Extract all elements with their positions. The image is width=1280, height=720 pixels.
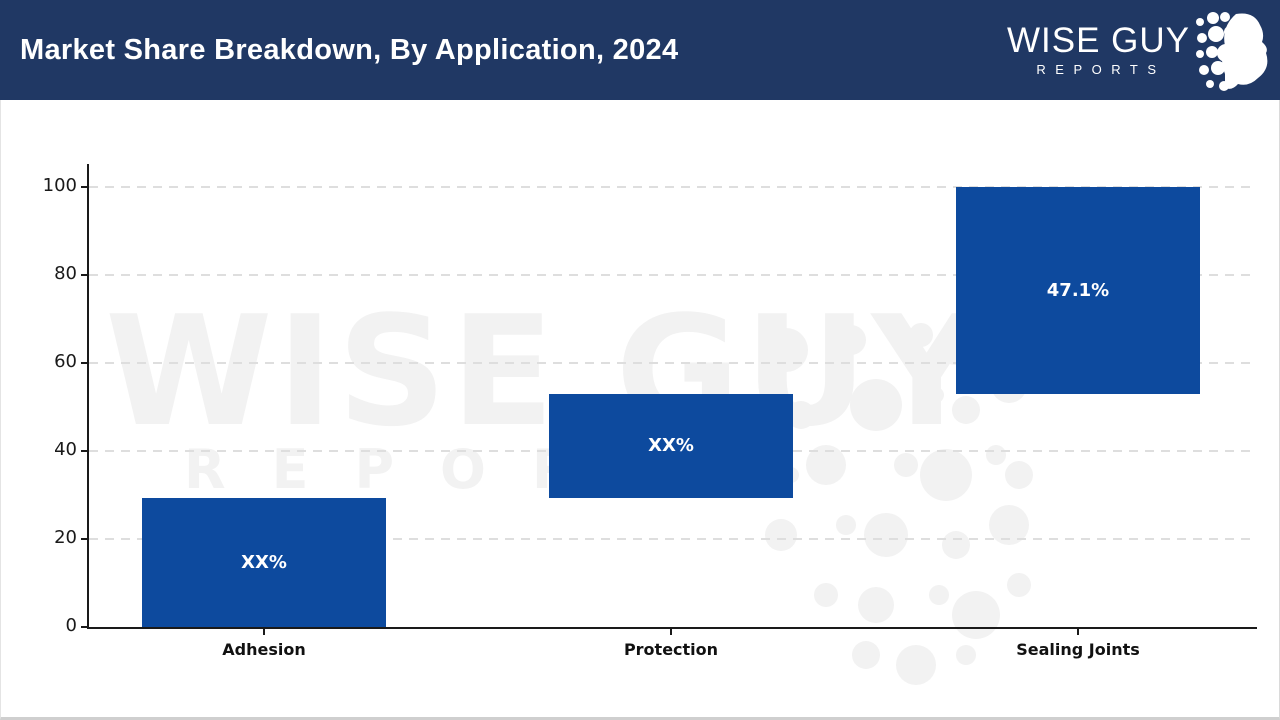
y-tick-100	[81, 186, 88, 188]
y-tick-80	[81, 274, 88, 276]
x-tick-1	[670, 629, 672, 635]
x-tick-0	[263, 629, 265, 635]
page-title: Market Share Breakdown, By Application, …	[20, 33, 679, 66]
y-tick-20	[81, 538, 88, 540]
x-tick-label-0: Adhesion	[222, 640, 306, 659]
bar-value-label: XX%	[241, 551, 287, 573]
y-tick-label-100: 100	[42, 175, 77, 196]
gridline-60	[89, 362, 1256, 364]
gridline-100	[89, 186, 1256, 188]
y-tick-label-0: 0	[65, 615, 77, 636]
bar-sealing-joints: 47.1%	[956, 187, 1200, 395]
brand-logo: WISE GUY REPORTS	[1007, 8, 1268, 92]
y-axis-spine	[87, 164, 89, 629]
bar-value-label: XX%	[648, 435, 694, 457]
brand-subname: REPORTS	[1036, 62, 1166, 77]
y-tick-label-40: 40	[54, 439, 77, 460]
y-tick-label-80: 80	[54, 263, 77, 284]
x-tick-label-2: Sealing Joints	[1016, 640, 1140, 659]
x-tick-2	[1077, 629, 1079, 635]
brand-name: WISE GUY	[1006, 21, 1190, 60]
y-tick-label-60: 60	[54, 351, 77, 372]
brand-logo-text: WISE GUY REPORTS	[1007, 23, 1190, 77]
y-tick-label-20: 20	[54, 527, 77, 548]
bar-protection: XX%	[549, 394, 793, 498]
gridline-80	[89, 274, 1256, 276]
y-tick-0	[81, 626, 88, 628]
y-tick-40	[81, 450, 88, 452]
plot-area: WISE GUY REPORTS 0 20 40 60 80 100 XX% Adhesion…	[0, 100, 1280, 720]
x-tick-label-1: Protection	[623, 640, 719, 659]
y-tick-60	[81, 362, 88, 364]
gridline-20	[89, 538, 1256, 540]
x-axis-spine	[87, 627, 1257, 629]
watermark-text: WISE GUY	[105, 283, 986, 460]
bar-adhesion: XX%	[142, 497, 386, 627]
bar-value-label: 47.1%	[1046, 280, 1110, 302]
header-bar: Market Share Breakdown, By Application, …	[0, 0, 1280, 100]
logo-head-profile-icon	[1196, 12, 1268, 91]
